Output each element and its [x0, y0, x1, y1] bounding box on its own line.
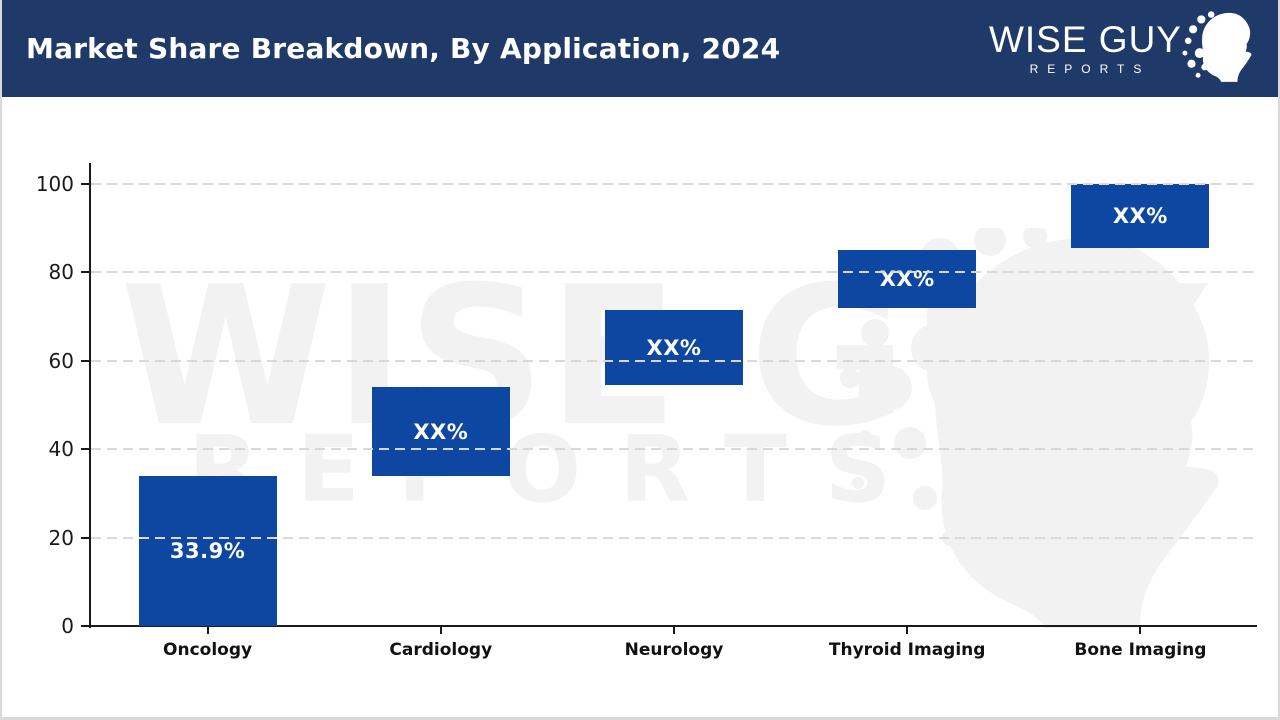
y-axis [89, 163, 91, 628]
y-tick-mark-60 [81, 359, 89, 362]
watermark-reports-text: REPORTS [188, 416, 930, 523]
bar-neurology: XX% [605, 309, 743, 386]
page-title: Market Share Breakdown, By Application, … [26, 32, 781, 65]
x-tick-mark-neurology [673, 627, 675, 634]
bar-oncology: 33.9% [138, 476, 277, 626]
y-tick-label-40: 40 [48, 437, 74, 462]
x-tick-mark-cardiology [439, 627, 442, 634]
x-axis [89, 625, 1257, 627]
gridline-40 [91, 448, 1257, 451]
y-tick-label-0: 0 [61, 614, 74, 638]
gridline-20 [91, 536, 1257, 539]
x-label-thyroid-imaging: Thyroid Imaging [828, 640, 986, 660]
x-label-cardiology: Cardiology [389, 640, 493, 660]
logo-head-icon [1182, 10, 1252, 82]
x-tick-mark-bone-imaging [1139, 627, 1142, 634]
x-label-oncology: Oncology [163, 640, 253, 660]
x-label-bone-imaging: Bone Imaging [1074, 640, 1207, 660]
bar-thyroid-imaging: XX% [838, 250, 977, 308]
y-tick-mark-20 [81, 536, 89, 539]
y-tick-mark-40 [81, 448, 89, 451]
gridline-100 [91, 183, 1257, 185]
y-tick-label-80: 80 [48, 260, 74, 285]
logo: WISE GUY REPORTS [989, 6, 1258, 92]
y-tick-label-100: 100 [35, 172, 74, 196]
bar-bone-imaging: XX% [1071, 184, 1210, 249]
bar-label-cardiology: XX% [413, 419, 469, 444]
y-tick-label-60: 60 [48, 348, 74, 373]
bar-label-thyroid-imaging: XX% [879, 267, 935, 292]
logo-reports-text: REPORTS [1029, 62, 1151, 76]
y-tick-mark-80 [81, 271, 89, 274]
bar-label-oncology: 33.9% [169, 539, 246, 564]
logo-text: WISE GUY REPORTS [989, 21, 1182, 76]
y-tick-label-20: 20 [48, 525, 74, 550]
x-tick-mark-thyroid-imaging [906, 627, 909, 634]
gridline-60 [91, 359, 1257, 362]
bar-cardiology: XX% [371, 387, 510, 476]
bar-label-neurology: XX% [646, 335, 702, 360]
x-tick-mark-oncology [206, 627, 209, 634]
y-tick-mark-100 [81, 183, 89, 185]
logo-wiseguy-text: WISE GUY [988, 19, 1182, 60]
bar-label-bone-imaging: XX% [1112, 204, 1168, 229]
header-bar: Market Share Breakdown, By Application, … [2, 0, 1278, 97]
y-tick-mark-0 [81, 625, 89, 627]
x-label-neurology: Neurology [624, 640, 724, 660]
gridline-80 [91, 271, 1257, 274]
